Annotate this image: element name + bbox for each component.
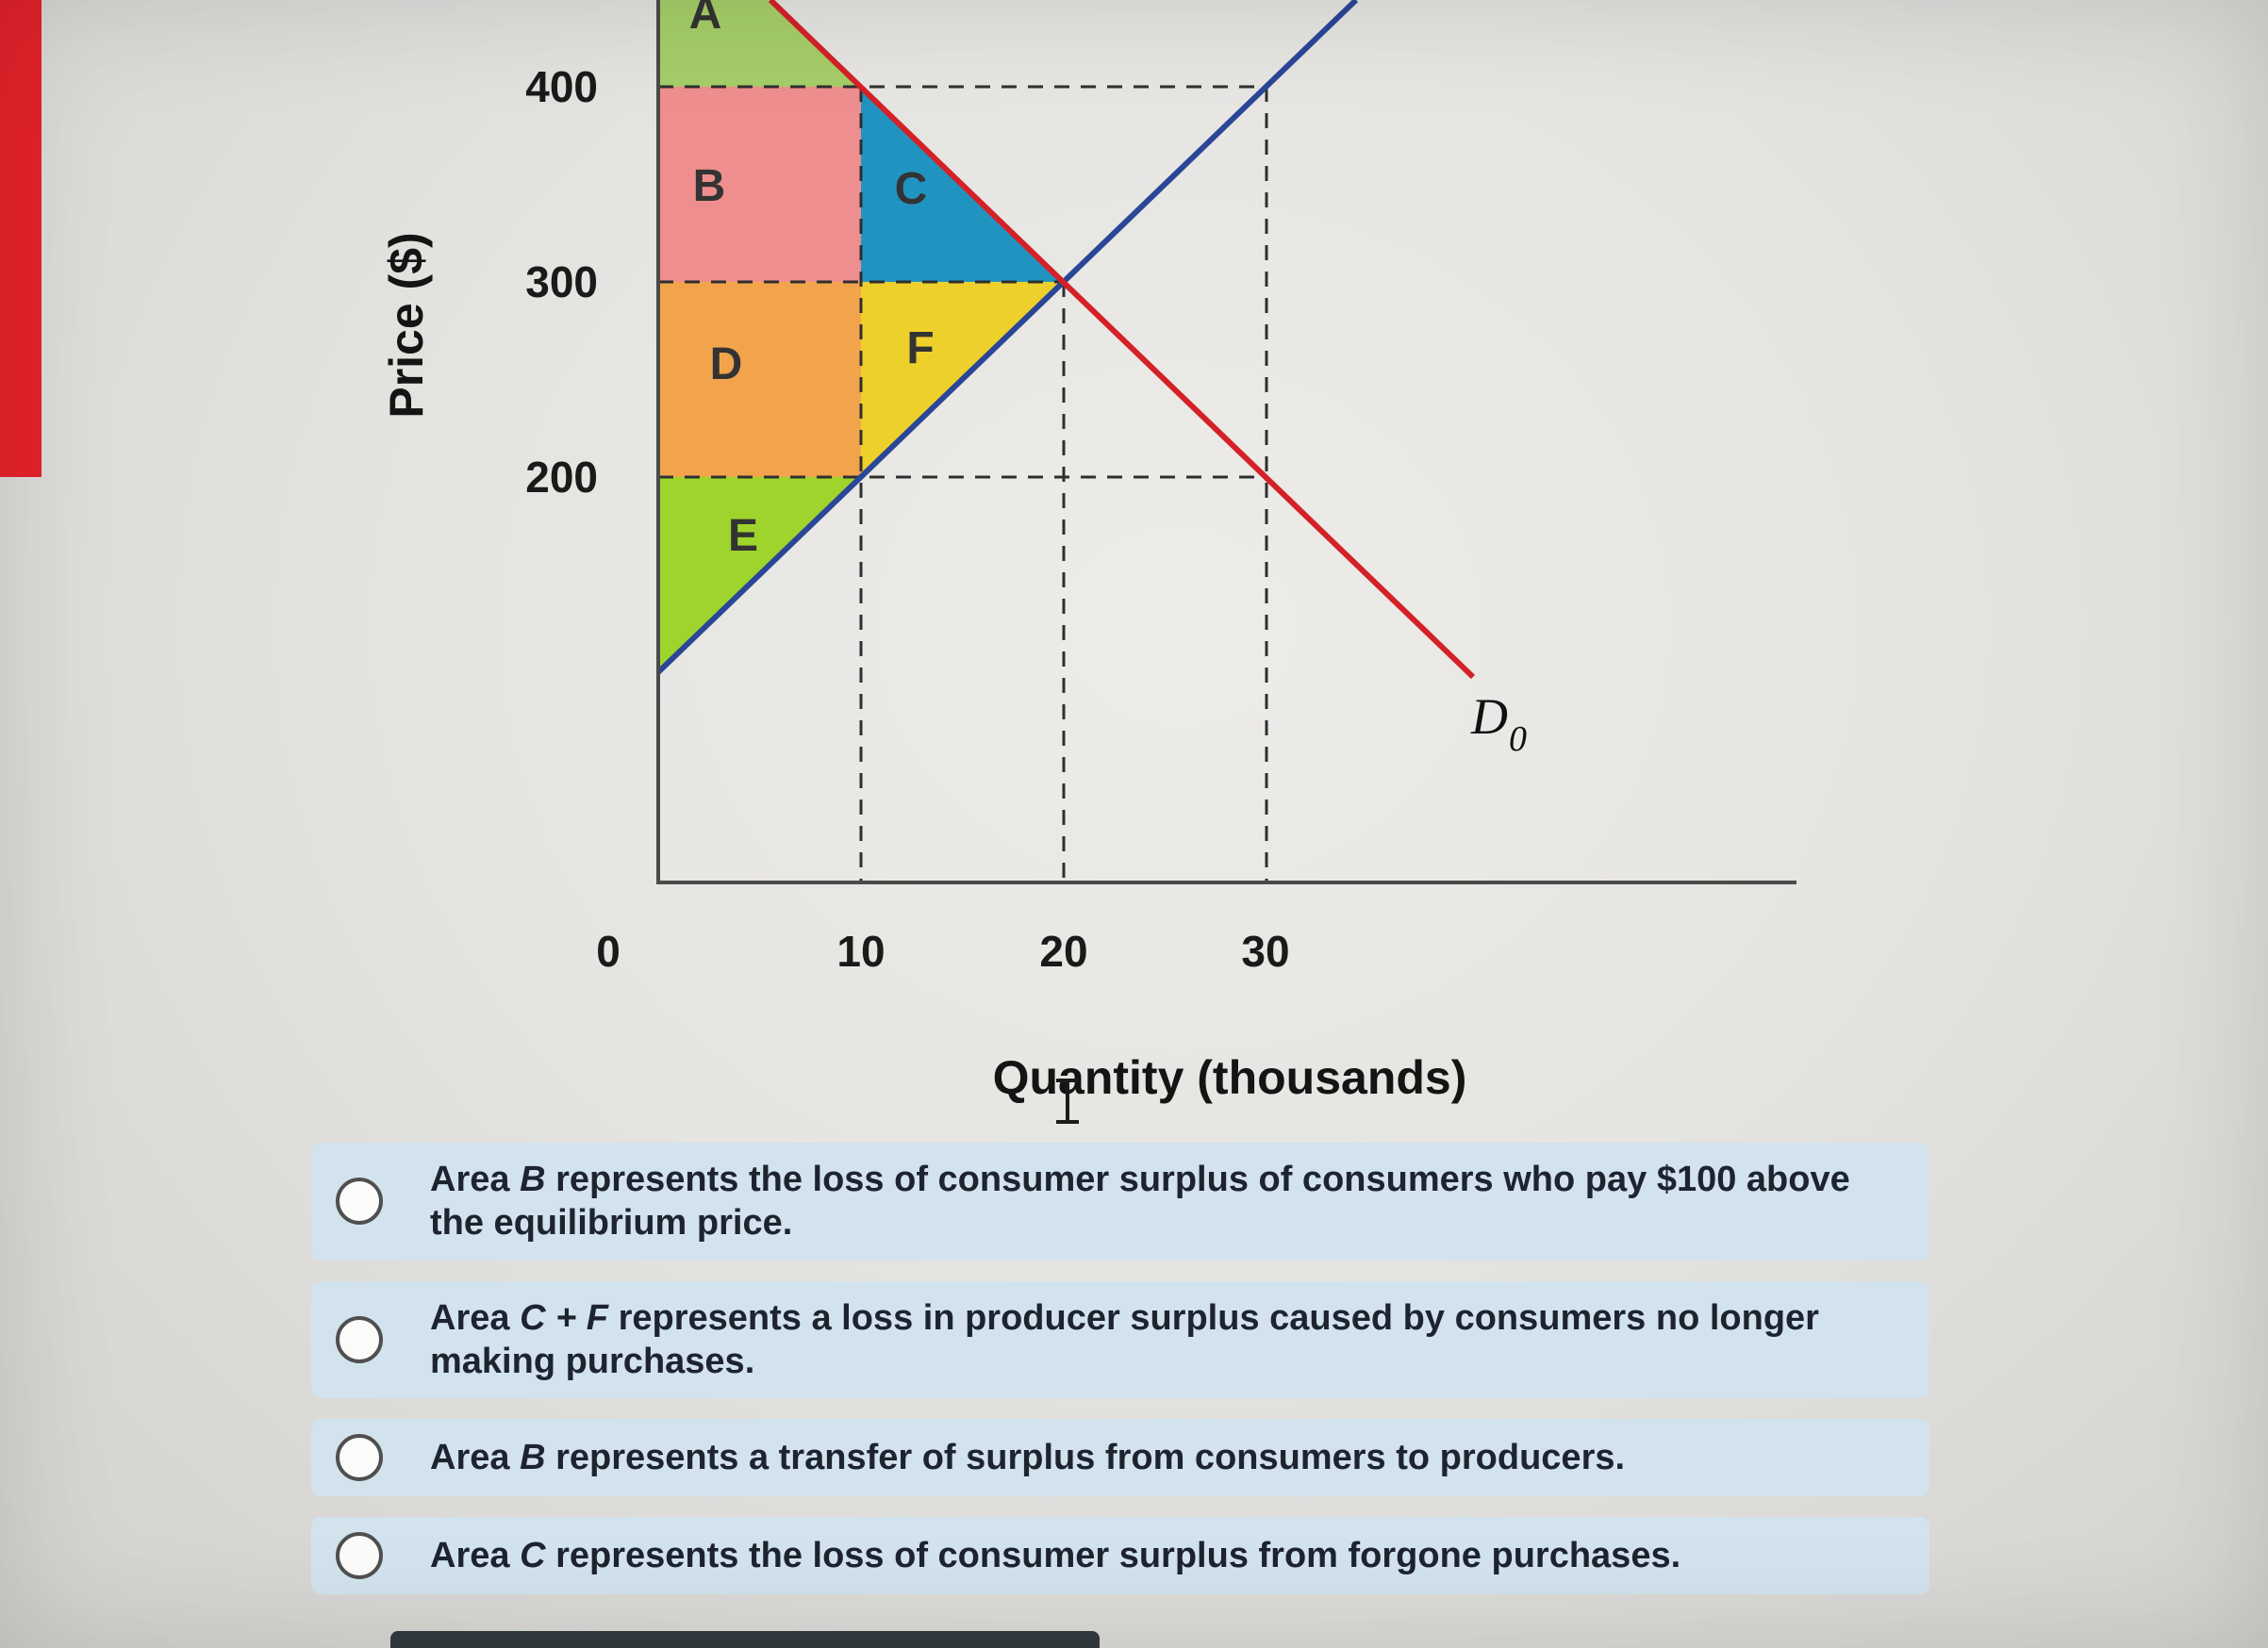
option-body: represents the loss of consumer surplus …: [430, 1160, 1850, 1244]
option-body: represents a loss in producer surplus ca…: [430, 1297, 1819, 1382]
option-text: Area C + F represents a loss in producer…: [430, 1296, 1901, 1384]
area-B: [658, 87, 861, 282]
answer-option-3[interactable]: Area B represents a transfer of surplus …: [311, 1419, 1929, 1497]
partial-bottom-element[interactable]: [390, 1631, 1100, 1648]
answer-option-4[interactable]: Area C represents the loss of consumer s…: [311, 1517, 1929, 1595]
option-body: represents a transfer of surplus from co…: [555, 1438, 1626, 1478]
option-area-ref: C: [520, 1536, 546, 1576]
x-tick-0: 0: [596, 927, 621, 976]
answer-options: Area B represents the loss of consumer s…: [311, 1143, 1929, 1615]
photo-artifact-red-strip: [0, 0, 41, 477]
radio-button[interactable]: [336, 1178, 383, 1226]
x-tick-30: 30: [1241, 927, 1289, 976]
option-prefix: Area: [430, 1297, 510, 1338]
answer-option-1[interactable]: Area B represents the loss of consumer s…: [311, 1143, 1929, 1261]
y-axis-title: Price ($): [380, 232, 433, 418]
radio-button[interactable]: [336, 1532, 383, 1580]
option-body: represents the loss of consumer surplus …: [555, 1536, 1681, 1576]
y-tick-400: 400: [525, 62, 598, 111]
text-cursor-artifact: [1056, 1079, 1079, 1124]
area-D: [658, 282, 861, 477]
y-tick-300: 300: [525, 257, 598, 306]
area-label-d: D: [710, 339, 743, 389]
option-area-ref: C + F: [520, 1297, 609, 1338]
supply-demand-chart: A B C D F E 400 300 200 0 10 20 30 Quant…: [380, 0, 1796, 1124]
radio-button[interactable]: [336, 1434, 383, 1482]
area-label-a: A: [689, 0, 722, 39]
area-label-c: C: [895, 164, 928, 214]
demand-curve: [768, 0, 1476, 680]
area-label-e: E: [728, 511, 758, 561]
option-text: Area B represents the loss of consumer s…: [430, 1158, 1901, 1245]
option-area-ref: B: [520, 1160, 546, 1199]
option-text: Area B represents a transfer of surplus …: [430, 1436, 1625, 1479]
x-tick-10: 10: [836, 927, 885, 976]
option-area-ref: B: [520, 1438, 546, 1478]
option-prefix: Area: [430, 1536, 510, 1576]
option-prefix: Area: [430, 1160, 510, 1199]
area-label-b: B: [693, 161, 726, 211]
supply-curve: [655, 0, 1359, 675]
option-prefix: Area: [430, 1438, 510, 1478]
radio-button[interactable]: [336, 1316, 383, 1364]
area-label-f: F: [906, 323, 934, 373]
option-text: Area C represents the loss of consumer s…: [430, 1534, 1680, 1577]
demand-curve-label-sub: 0: [1509, 719, 1527, 759]
area-A: [658, 0, 861, 87]
x-tick-20: 20: [1039, 927, 1087, 976]
y-tick-200: 200: [525, 453, 598, 502]
chart-svg: A B C D F E 400 300 200 0 10 20 30 Quant…: [380, 0, 1796, 1124]
x-axis-title: Quantity (thousands): [993, 1051, 1467, 1104]
answer-option-2[interactable]: Area C + F represents a loss in producer…: [311, 1280, 1929, 1399]
demand-curve-label: D: [1470, 688, 1508, 745]
